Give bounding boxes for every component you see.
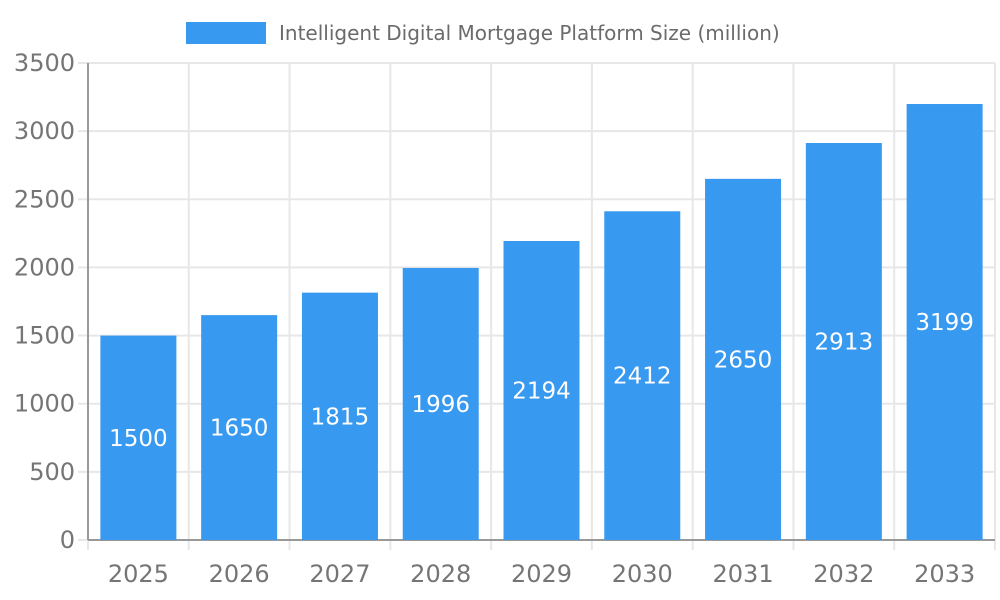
bar-value-label: 2650 <box>714 347 773 373</box>
bar <box>301 292 378 540</box>
bar <box>705 178 782 541</box>
legend-label: Intelligent Digital Mortgage Platform Si… <box>279 21 780 45</box>
x-tick-label: 2028 <box>410 560 471 588</box>
x-tick-label: 2029 <box>511 560 572 588</box>
bar-value-label: 1650 <box>210 416 269 442</box>
y-tick-label: 1000 <box>14 390 75 418</box>
y-tick-label: 2000 <box>14 253 75 281</box>
x-tick-label: 2030 <box>612 560 673 588</box>
x-tick-label: 2026 <box>209 560 270 588</box>
bar <box>604 211 681 540</box>
y-tick-label: 1500 <box>14 322 75 350</box>
bar <box>201 315 278 540</box>
bar <box>805 142 882 541</box>
bar-value-label: 1815 <box>311 404 370 430</box>
x-tick-label: 2031 <box>713 560 774 588</box>
bar <box>402 267 479 540</box>
bar <box>503 240 580 540</box>
y-tick-label: 3500 <box>14 49 75 77</box>
bar-value-label: 1996 <box>411 392 470 418</box>
bar-value-label: 2412 <box>613 364 672 390</box>
bar-value-label: 2913 <box>815 329 874 355</box>
bar <box>906 104 983 540</box>
legend-swatch <box>186 22 266 44</box>
y-tick-label: 3000 <box>14 117 75 145</box>
x-tick-label: 2025 <box>108 560 169 588</box>
chart-legend: Intelligent Digital Mortgage Platform Si… <box>186 22 780 44</box>
bar-value-label: 3199 <box>915 310 974 336</box>
y-tick-label: 2500 <box>14 185 75 213</box>
y-tick-label: 0 <box>60 526 75 554</box>
x-tick-label: 2027 <box>309 560 370 588</box>
bar <box>100 335 177 540</box>
y-tick-label: 500 <box>29 458 75 486</box>
bar-value-label: 2194 <box>512 378 571 404</box>
x-tick-label: 2032 <box>813 560 874 588</box>
bar-value-label: 1500 <box>109 426 168 452</box>
x-tick-label: 2033 <box>914 560 975 588</box>
